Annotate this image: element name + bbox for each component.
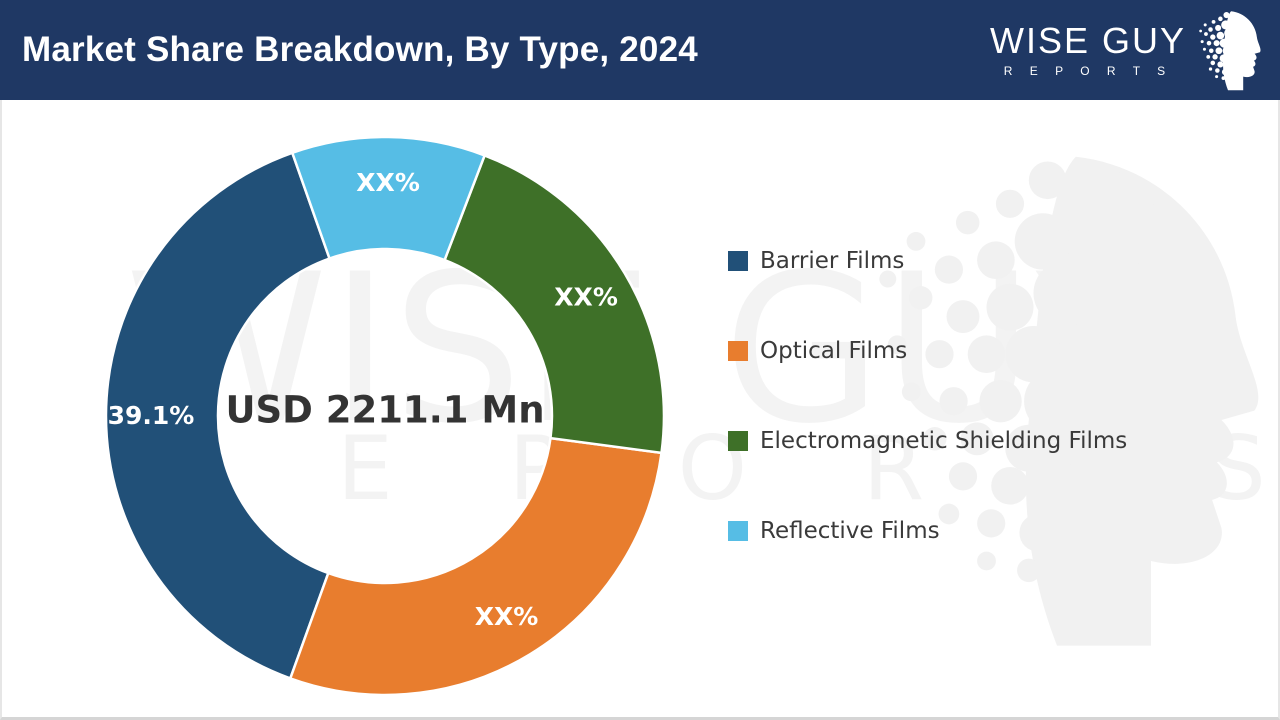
chart-center-total: USD 2211.1 Mn <box>225 388 545 432</box>
legend-swatch <box>728 341 748 361</box>
pie-slice-barrier-films <box>104 151 331 680</box>
wise-guy-reports-logo: WISE GUY R E P O R T S <box>990 8 1266 92</box>
pie-slice-reflective-films <box>291 135 486 262</box>
slice-label-reflective-films: XX% <box>356 168 420 197</box>
slice-label-barrier-films: 39.1% <box>108 401 195 430</box>
logo-face-icon <box>1190 8 1266 92</box>
legend-label: Barrier Films <box>760 247 905 274</box>
legend-label: Reflective Films <box>760 517 940 544</box>
legend-item-optical-films: Optical Films <box>728 337 1127 364</box>
slice-label-electromagnetic-shielding-films: XX% <box>554 282 618 311</box>
slice-label-optical-films: XX% <box>475 602 539 631</box>
pie-slice-optical-films <box>289 436 663 697</box>
logo-subtitle: R E P O R T S <box>1003 63 1173 78</box>
chart-legend: Barrier Films Optical Films Electromagneti… <box>728 247 1128 610</box>
legend-swatch <box>728 251 748 271</box>
logo-wordmark: WISE GUY <box>989 19 1186 61</box>
legend-label: Optical Films <box>760 337 908 364</box>
legend-item-reflective-films: Reflective Films <box>728 517 1127 544</box>
legend-item-electromagnetic-shielding-films: Electromagnetic Shielding Films <box>728 427 1128 454</box>
legend-swatch <box>728 431 748 451</box>
legend-item-barrier-films: Barrier Films <box>728 247 1127 274</box>
legend-swatch <box>728 521 748 541</box>
header-bar: Market Share Breakdown, By Type, 2024 WI… <box>0 0 1280 100</box>
pie-slice-electromagnetic-shielding-films <box>443 154 666 455</box>
page-title: Market Share Breakdown, By Type, 2024 <box>22 30 698 69</box>
legend-label: Electromagnetic Shielding Films <box>760 427 1128 454</box>
